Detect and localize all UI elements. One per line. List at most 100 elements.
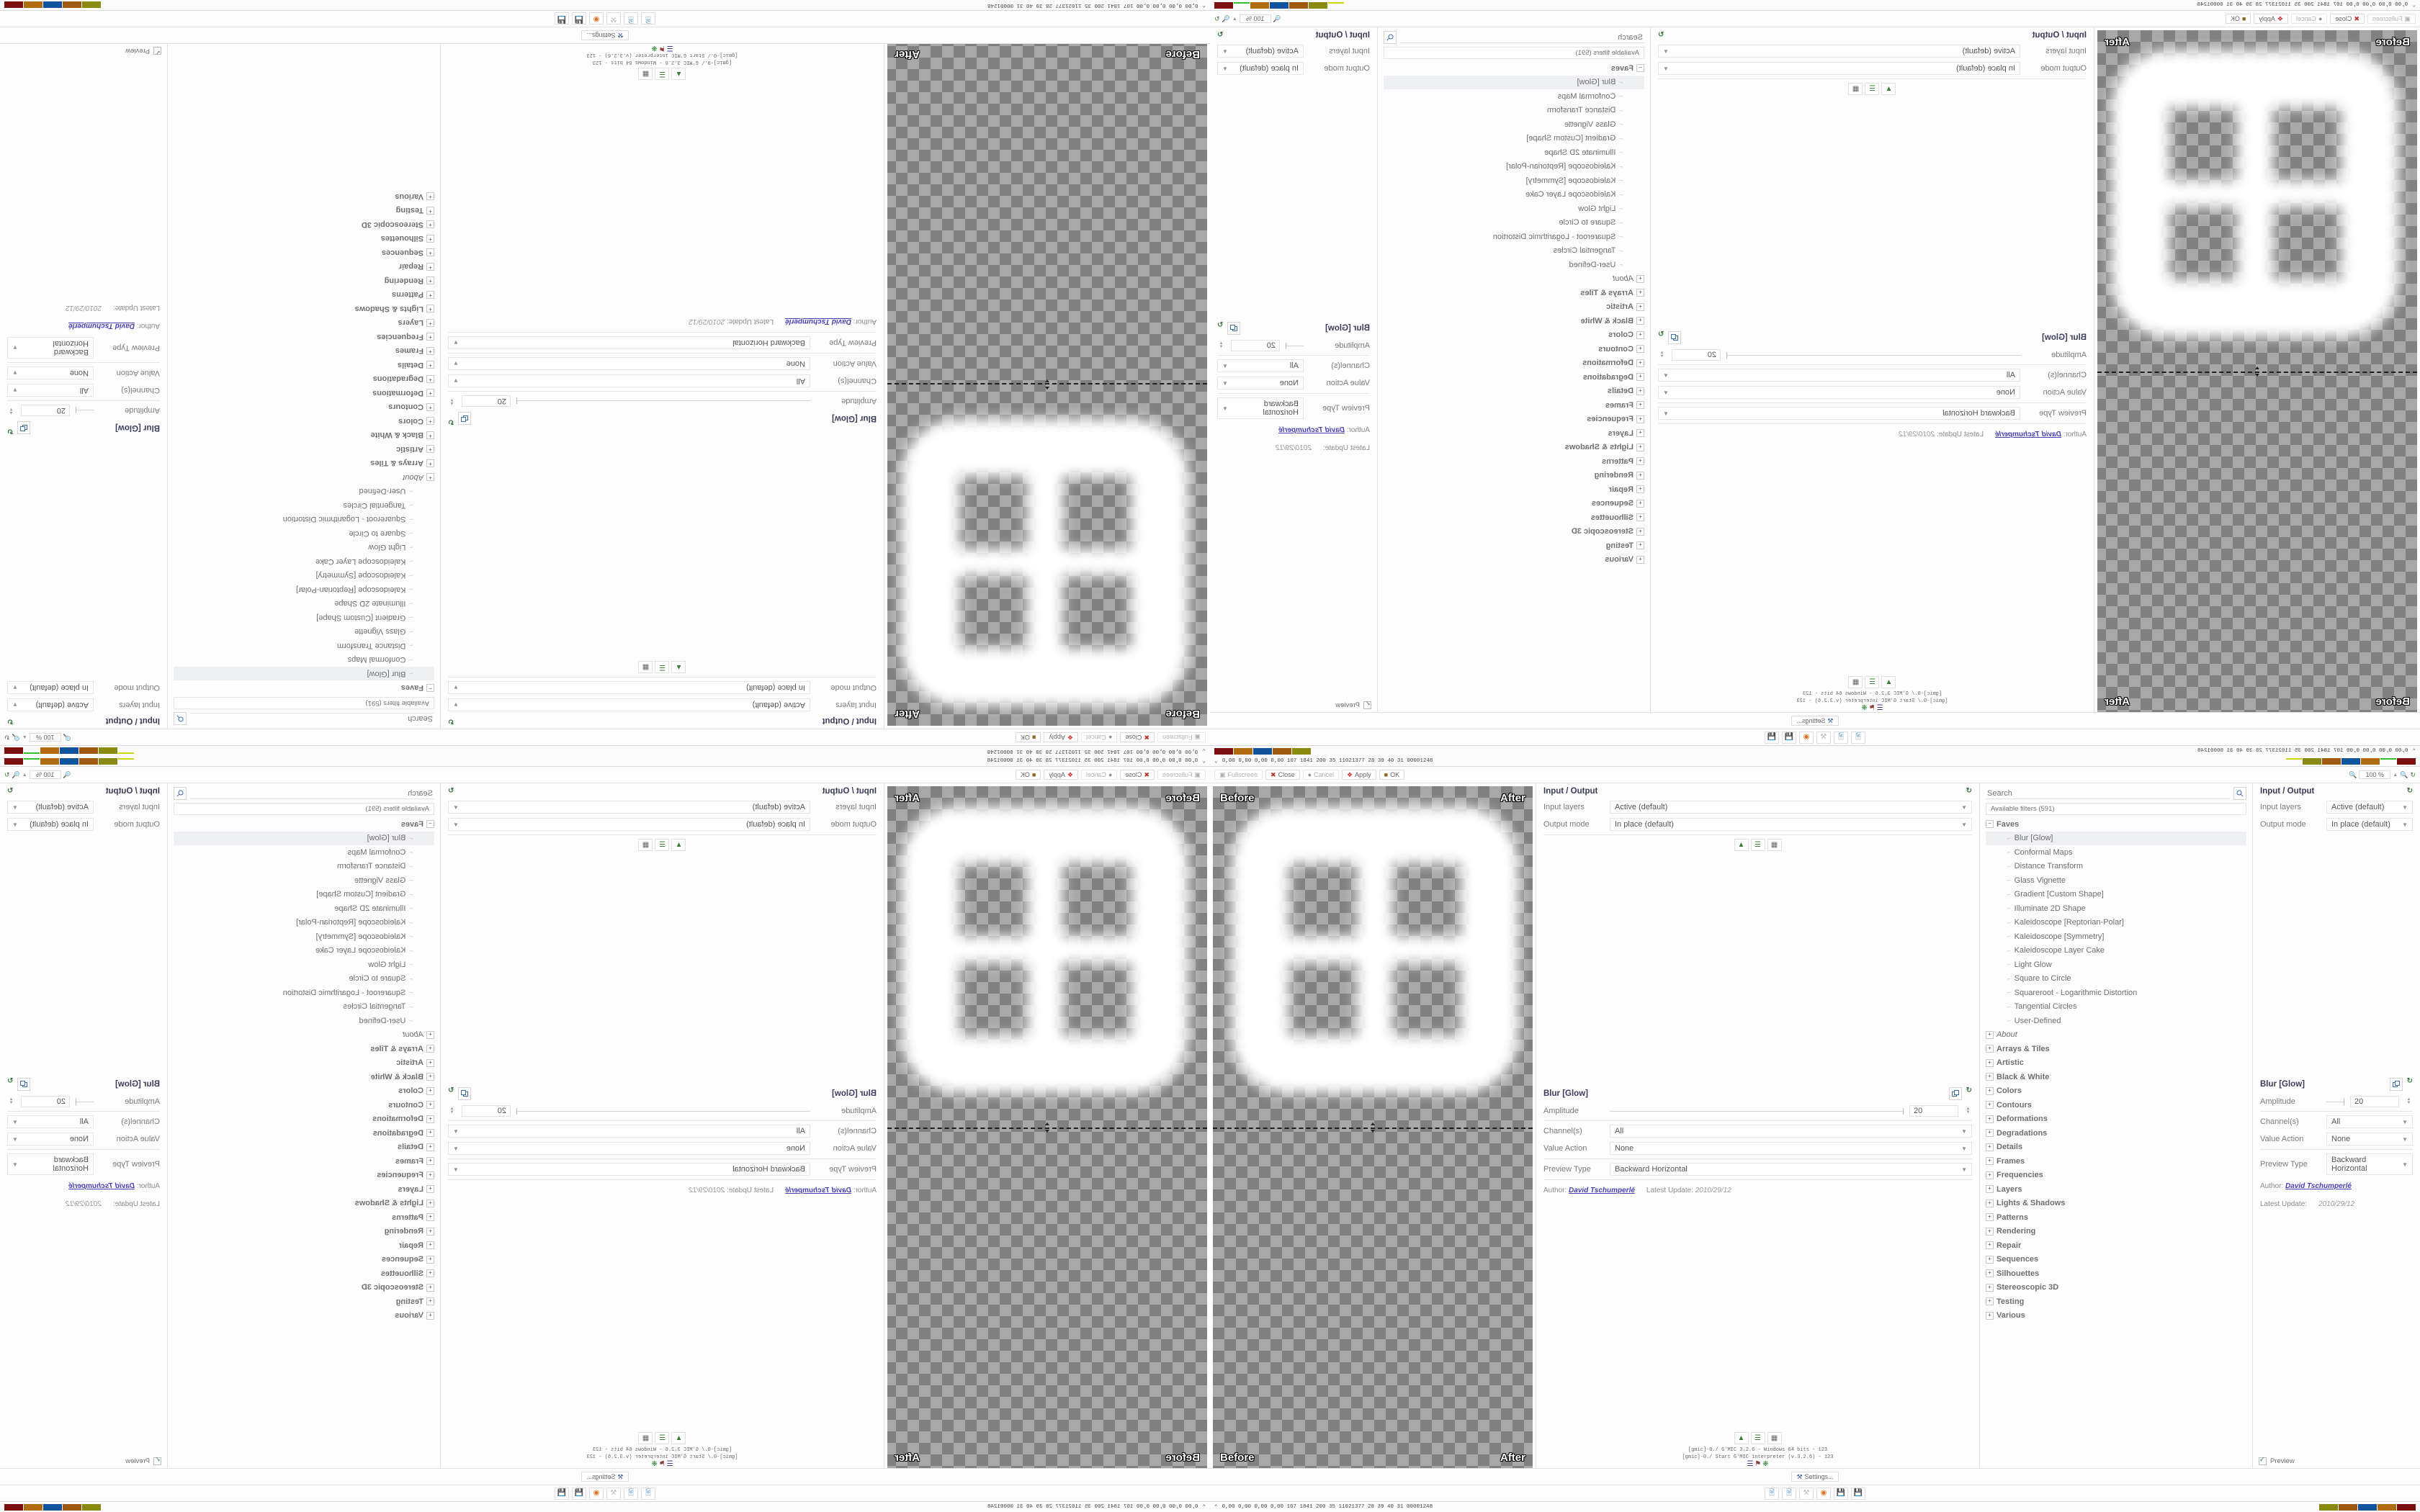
- fullscreen-button[interactable]: ▣ Fullscreen: [1214, 770, 1263, 780]
- tree-leaf-fave[interactable]: Glass Vignette: [1986, 873, 2246, 888]
- amplitude-value-right[interactable]: 20: [1231, 340, 1280, 351]
- tree-leaf-fave[interactable]: Tangential Circles: [174, 498, 434, 513]
- tree-leaf-fave[interactable]: Distance Transform: [1384, 104, 1644, 118]
- align-left-icon[interactable]: ▲: [1881, 676, 1896, 688]
- author-link-right[interactable]: David Tschumperlé: [2285, 1182, 2352, 1190]
- tree-group-faves[interactable]: − Faves: [174, 681, 434, 696]
- settings-button[interactable]: ⚒ Settings...: [1791, 716, 1839, 726]
- tree-leaf-fave[interactable]: Kaleidoscope [Reptorian-Polar]: [174, 916, 434, 930]
- tree-group-stereoscopic-3d[interactable]: + Stereoscopic 3D: [1384, 525, 1644, 539]
- tree-group-contours[interactable]: + Contours: [1384, 342, 1644, 356]
- reset-icon[interactable]: ↻: [7, 1077, 14, 1085]
- tree-leaf-fave[interactable]: Illuminate 2D Shape: [174, 597, 434, 611]
- paint-icon[interactable]: ⚒: [1799, 1487, 1814, 1500]
- tree-group-black-white[interactable]: + Black & White: [174, 428, 434, 443]
- value-action-select-right[interactable]: None ▼: [7, 366, 94, 379]
- tree-leaf-fave[interactable]: Blur [Glow]: [1986, 831, 2246, 845]
- input-layers-select[interactable]: Active (default) ▼: [448, 698, 810, 711]
- notepad-icon[interactable]: 🗎: [624, 1487, 638, 1500]
- output-mode-select[interactable]: In place (default) ▼: [448, 818, 810, 831]
- channels-select[interactable]: All ▼: [448, 1125, 810, 1138]
- expand-icon[interactable]: +: [426, 1227, 434, 1236]
- amplitude-stepper[interactable]: ▲ ▼: [1966, 1107, 1971, 1115]
- expand-icon[interactable]: +: [1636, 401, 1644, 410]
- expand-icon[interactable]: +: [426, 318, 434, 327]
- expand-icon[interactable]: +: [1986, 1171, 1994, 1179]
- expand-icon[interactable]: +: [1636, 345, 1644, 354]
- tree-leaf-fave[interactable]: Tangential Circles: [174, 1000, 434, 1014]
- expand-icon[interactable]: +: [426, 290, 434, 299]
- amplitude-value[interactable]: 20: [462, 1105, 511, 1117]
- expand-icon[interactable]: +: [1986, 1311, 1994, 1320]
- input-layers-select-right[interactable]: Active (default) ▼: [2326, 801, 2413, 814]
- apply-button[interactable]: ❖ Apply: [2254, 14, 2288, 24]
- list-icon[interactable]: ☰: [1865, 676, 1880, 688]
- chevron-double-icon[interactable]: ⌄: [2412, 2, 2416, 9]
- preview-canvas[interactable]: Before After Before After: [884, 783, 1210, 1468]
- leaf-icon[interactable]: ❋: [651, 44, 658, 52]
- expand-icon[interactable]: +: [426, 192, 434, 201]
- chevron-down-icon[interactable]: ▲: [2393, 772, 2398, 778]
- list-icon[interactable]: ☰: [655, 68, 670, 80]
- reset-icon[interactable]: ↻: [2406, 1077, 2413, 1085]
- align-left-icon[interactable]: ▲: [1881, 83, 1896, 95]
- expand-icon[interactable]: +: [1986, 1115, 1994, 1123]
- paint-icon[interactable]: ⚒: [1816, 731, 1831, 744]
- tree-group-degradations[interactable]: + Degradations: [1986, 1126, 2246, 1140]
- value-action-select-right[interactable]: None ▼: [2326, 1133, 2413, 1146]
- filter-tree[interactable]: − Faves Blur [Glow]Conformal MapsDistanc…: [168, 44, 440, 695]
- expand-icon[interactable]: +: [1986, 1255, 1994, 1264]
- expand-icon[interactable]: +: [426, 333, 434, 341]
- tree-leaf-fave[interactable]: Gradient [Custom Shape]: [174, 611, 434, 625]
- reset-icon[interactable]: ↻: [1658, 330, 1664, 338]
- preview-toggle-row[interactable]: Preview: [0, 44, 167, 58]
- preview-toggle-row[interactable]: Preview: [0, 1454, 167, 1468]
- expand-icon[interactable]: +: [426, 1185, 434, 1194]
- leaf-icon[interactable]: ❋: [651, 1460, 658, 1468]
- tree-group-deformations[interactable]: + Deformations: [174, 386, 434, 400]
- chevron-down-icon[interactable]: ▲: [22, 772, 27, 778]
- align-left-icon[interactable]: ▲: [671, 661, 686, 673]
- tree-leaf-fave[interactable]: Kaleidoscope Layer Cake: [1384, 188, 1644, 202]
- tree-group-lights-shadows[interactable]: + Lights & Shadows: [174, 1197, 434, 1211]
- amplitude-stepper[interactable]: ▲ ▼: [449, 397, 454, 405]
- output-mode-select[interactable]: In place (default) ▼: [1658, 62, 2020, 75]
- amplitude-slider-right[interactable]: [76, 410, 94, 411]
- notepad-icon[interactable]: 🗎: [1765, 1487, 1779, 1500]
- output-mode-select-right[interactable]: In place (default) ▼: [7, 818, 94, 831]
- preview-canvas[interactable]: Before After Before After: [884, 44, 1210, 729]
- firefox-icon[interactable]: ◉: [589, 12, 604, 25]
- amplitude-slider[interactable]: [516, 400, 810, 402]
- channels-select[interactable]: All ▼: [1610, 1125, 1972, 1138]
- apply-button[interactable]: ❖ Apply: [1044, 732, 1078, 742]
- reset-icon[interactable]: ↻: [448, 418, 454, 426]
- chevron-double-icon[interactable]: ⌃: [1214, 1505, 1218, 1511]
- expand-icon[interactable]: +: [426, 346, 434, 355]
- tree-group-various[interactable]: + Various: [1384, 553, 1644, 567]
- tree-leaf-fave[interactable]: Illuminate 2D Shape: [174, 901, 434, 916]
- expand-icon[interactable]: +: [1636, 429, 1644, 438]
- firefox-icon[interactable]: ◉: [1816, 1487, 1831, 1500]
- expand-icon[interactable]: +: [426, 1030, 434, 1039]
- search-icon[interactable]: [174, 712, 187, 725]
- expand-icon[interactable]: +: [1986, 1297, 1994, 1306]
- tree-group-patterns[interactable]: + Patterns: [174, 1210, 434, 1225]
- expand-icon[interactable]: +: [1636, 317, 1644, 325]
- refresh-icon[interactable]: ↻: [1658, 31, 1664, 39]
- tree-group-black-white[interactable]: + Black & White: [174, 1070, 434, 1084]
- tree-leaf-fave[interactable]: Gradient [Custom Shape]: [1986, 888, 2246, 902]
- chevron-double-icon[interactable]: ⌄: [1214, 758, 1218, 765]
- expand-icon[interactable]: +: [426, 389, 434, 397]
- tree-group-details[interactable]: + Details: [1384, 384, 1644, 399]
- tree-group-various[interactable]: + Various: [1986, 1309, 2246, 1323]
- tree-group-stereoscopic-3d[interactable]: + Stereoscopic 3D: [174, 1281, 434, 1295]
- tree-group-contours[interactable]: + Contours: [174, 1098, 434, 1112]
- expand-icon[interactable]: +: [426, 234, 434, 243]
- reset-icon[interactable]: ↻: [1217, 321, 1224, 329]
- expand-icon[interactable]: +: [1986, 1213, 1994, 1222]
- expand-icon[interactable]: +: [426, 1241, 434, 1250]
- tree-group-repair[interactable]: + Repair: [174, 260, 434, 274]
- save-icon[interactable]: 💾: [1834, 1487, 1848, 1500]
- tree-group-details[interactable]: + Details: [174, 358, 434, 372]
- expand-icon[interactable]: +: [426, 276, 434, 285]
